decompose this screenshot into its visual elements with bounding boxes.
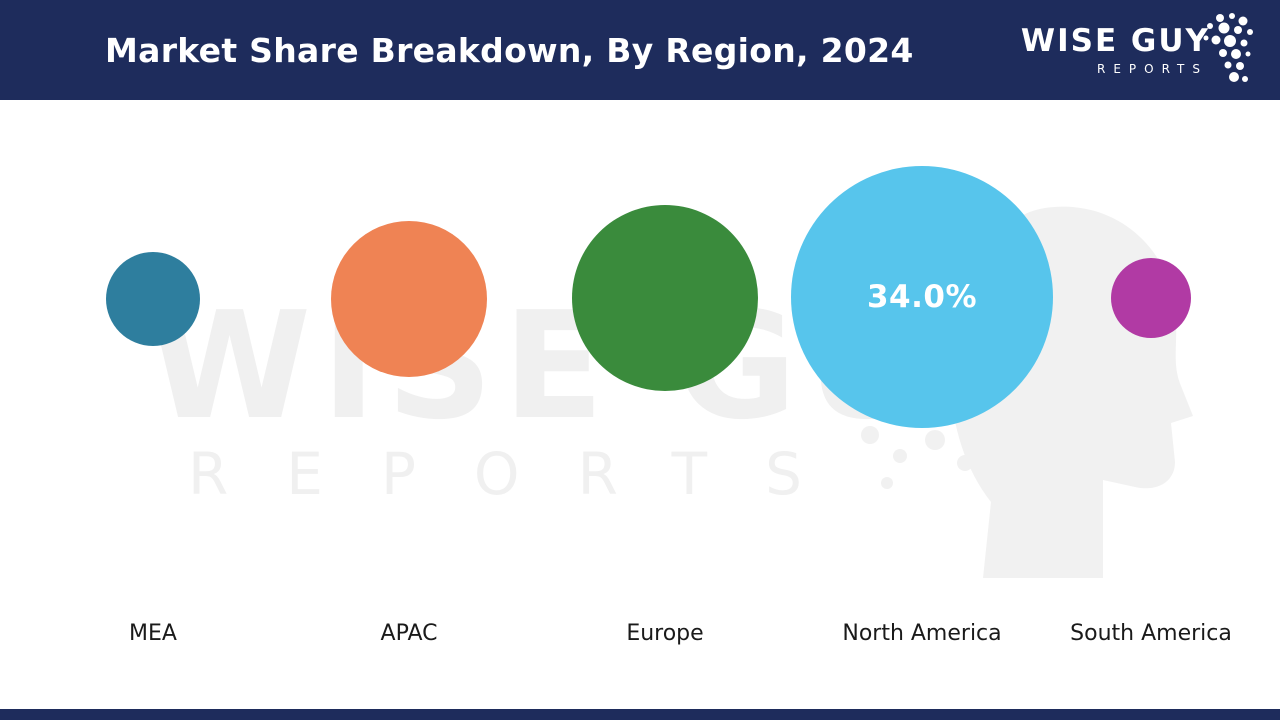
category-label-mea: MEA	[129, 621, 177, 646]
category-label-europe: Europe	[626, 621, 704, 646]
bubble-value-label: 34.0%	[866, 279, 978, 315]
wiseguy-logo: WISE GUY REPORTS	[1021, 10, 1256, 88]
bubble-mea	[106, 252, 200, 346]
logo-text: WISE GUY REPORTS	[1021, 23, 1210, 76]
page-title: Market Share Breakdown, By Region, 2024	[105, 30, 914, 70]
bubble-south-america	[1111, 258, 1191, 338]
category-label-apac: APAC	[380, 621, 438, 646]
category-label-south-america: South America	[1070, 621, 1232, 646]
logo-head-icon	[1203, 13, 1253, 82]
footer-bar	[0, 709, 1280, 720]
category-label-north-america: North America	[842, 621, 1002, 646]
bubble-apac	[331, 221, 487, 377]
bubble-europe	[572, 205, 758, 391]
watermark-subtext: REPORTS	[188, 440, 860, 508]
logo-wordmark: WISE GUY	[1020, 22, 1210, 59]
bubble-north-america: 34.0%	[791, 166, 1053, 428]
header: Market Share Breakdown, By Region, 2024 …	[0, 0, 1280, 100]
logo-subtext: REPORTS	[1096, 61, 1208, 76]
